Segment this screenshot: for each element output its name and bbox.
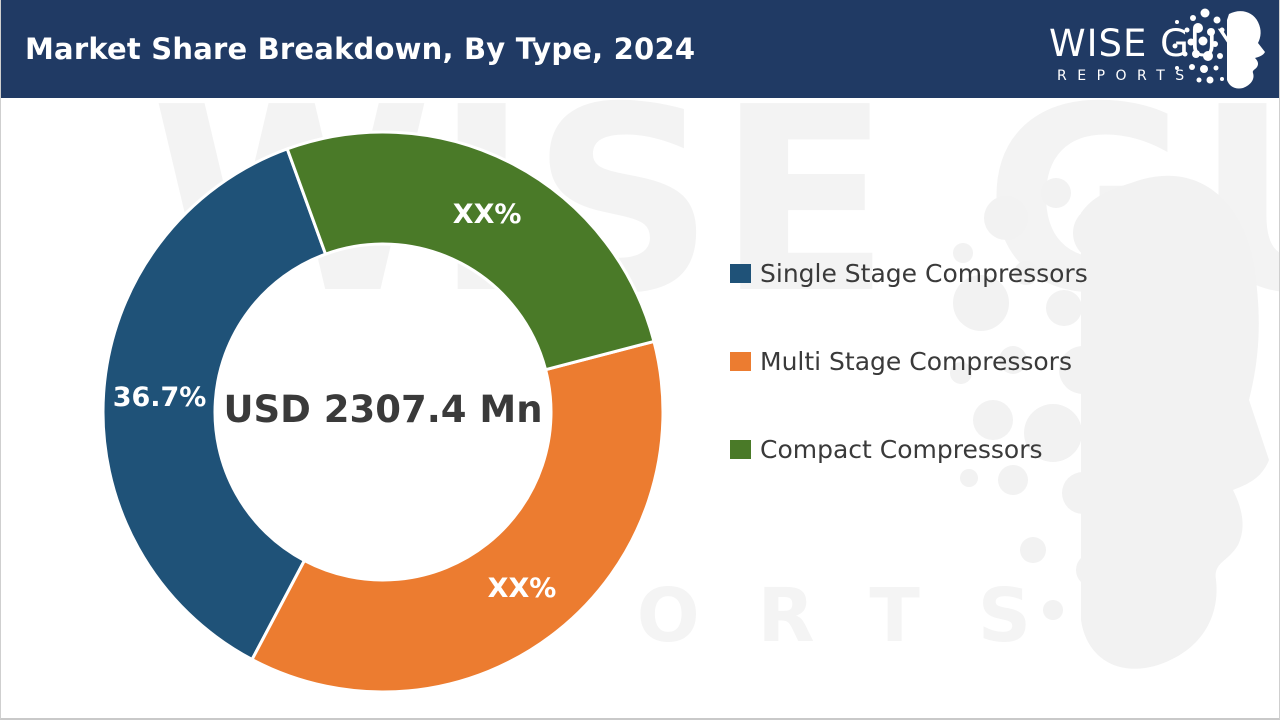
legend-label: Compact Compressors	[760, 434, 1043, 464]
donut-chart: 36.7% XX% XX%	[101, 130, 665, 694]
chart-center-value: USD 2307.4 Mn	[223, 388, 543, 431]
segment-value-label: XX%	[453, 199, 522, 230]
donut-segment	[285, 130, 656, 372]
legend-label: Single Stage Compressors	[760, 258, 1088, 288]
legend: Single Stage Compressors Multi Stage Com…	[730, 258, 1088, 464]
header-bar: Market Share Breakdown, By Type, 2024 WI…	[1, 0, 1279, 98]
legend-item-compact: Compact Compressors	[730, 434, 1088, 464]
donut-segment	[101, 147, 328, 661]
segment-value-label: XX%	[488, 573, 557, 604]
logo-face-icon	[1227, 11, 1265, 89]
wiseguy-logo: WISE GUY REPORTS	[1049, 8, 1265, 89]
legend-swatch-icon	[730, 263, 751, 283]
legend-swatch-icon	[730, 439, 751, 459]
page-title: Market Share Breakdown, By Type, 2024	[25, 32, 696, 66]
legend-label: Multi Stage Compressors	[760, 346, 1072, 376]
legend-item-single-stage: Single Stage Compressors	[730, 258, 1088, 288]
donut-segment	[250, 339, 665, 694]
logo-subtext: REPORTS	[1057, 68, 1195, 84]
legend-swatch-icon	[730, 351, 751, 371]
logo-head-dots-icon	[1172, 8, 1225, 84]
segment-value-label: 36.7%	[113, 382, 207, 413]
legend-item-multi-stage: Multi Stage Compressors	[730, 346, 1088, 376]
